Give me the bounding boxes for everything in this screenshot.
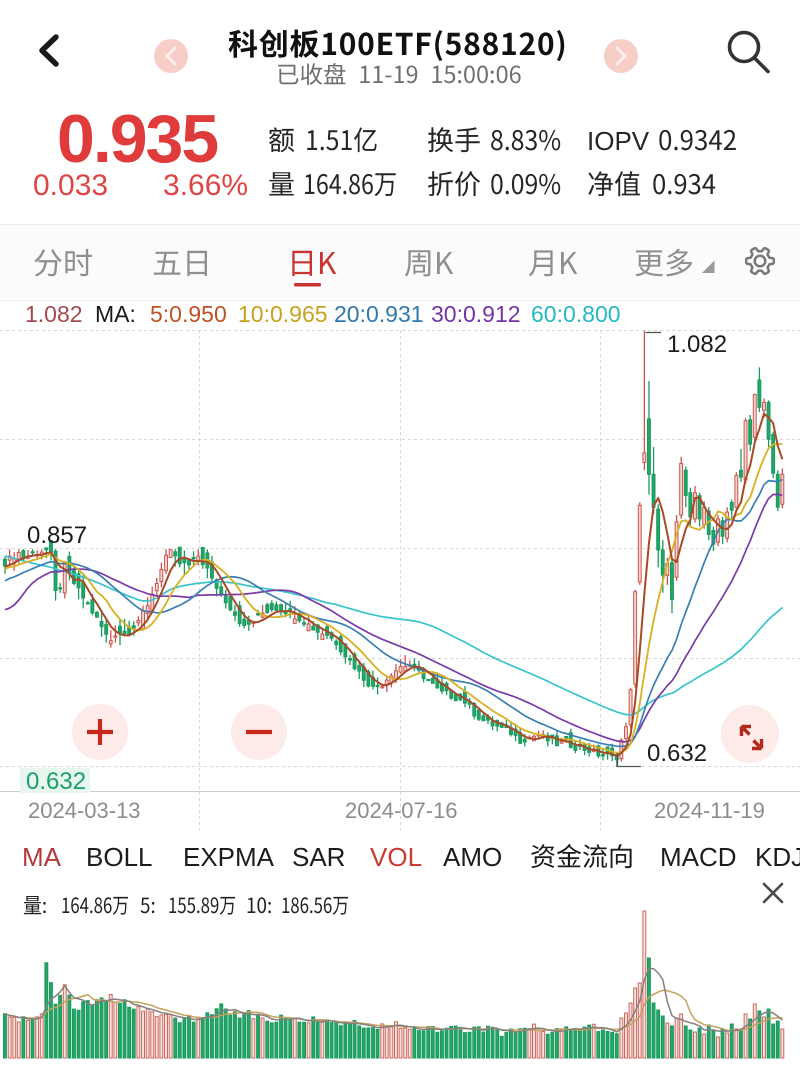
svg-text:VOL: VOL	[370, 842, 422, 872]
svg-text:1.082: 1.082	[25, 301, 83, 327]
svg-text:0.935: 0.935	[57, 101, 217, 177]
svg-text:3.66%: 3.66%	[163, 169, 248, 202]
svg-text:2024-11-19: 2024-11-19	[654, 798, 765, 823]
svg-text:0.632: 0.632	[647, 740, 707, 767]
svg-text:SAR: SAR	[292, 842, 345, 872]
svg-text:MA:: MA:	[95, 301, 136, 327]
svg-text:0.033: 0.033	[33, 169, 108, 202]
svg-text:0.632: 0.632	[26, 768, 86, 795]
svg-text:60:0.800: 60:0.800	[531, 301, 621, 327]
svg-text:1.082: 1.082	[667, 331, 727, 358]
svg-text:MACD: MACD	[660, 842, 737, 872]
svg-text:BOLL: BOLL	[86, 842, 153, 872]
svg-text:30:0.912: 30:0.912	[431, 301, 521, 327]
svg-text:EXPMA: EXPMA	[183, 842, 275, 872]
svg-text:0.857: 0.857	[27, 522, 87, 549]
svg-text:2024-07-16: 2024-07-16	[345, 798, 458, 823]
svg-text:2024-03-13: 2024-03-13	[28, 798, 141, 823]
svg-text:MA: MA	[22, 842, 62, 872]
svg-text:10:0.965: 10:0.965	[238, 301, 328, 327]
svg-text:AMO: AMO	[443, 842, 502, 872]
svg-text:20:0.931: 20:0.931	[334, 301, 424, 327]
svg-text:IOPV: IOPV	[587, 126, 650, 156]
svg-text:5:0.950: 5:0.950	[150, 301, 227, 327]
svg-text:KDJ: KDJ	[755, 842, 800, 872]
